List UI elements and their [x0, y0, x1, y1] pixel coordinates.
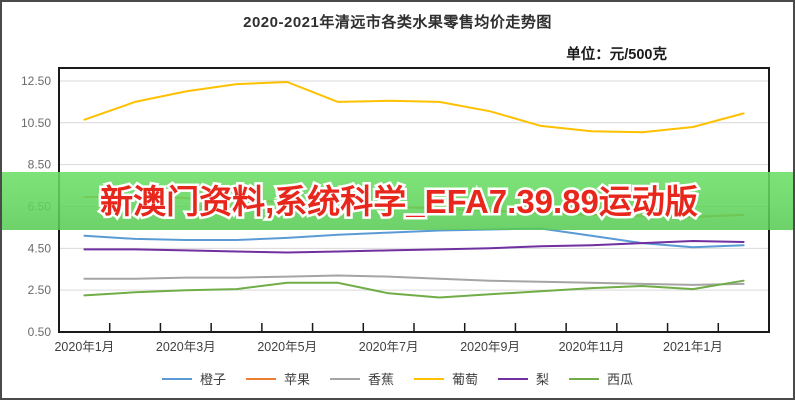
- x-axis-label: 2020年5月: [257, 340, 317, 354]
- overlay-banner-text: 新澳门资料,系统科学_EFA7.39.89运动版: [100, 183, 698, 220]
- legend-item-4: 梨: [498, 369, 549, 388]
- legend-line-swatch: [414, 377, 444, 380]
- series-line-4: [83, 240, 745, 254]
- series-line-0: [83, 227, 745, 249]
- y-axis-label: 8.50: [28, 158, 52, 172]
- legend-item-1: 苹果: [245, 369, 310, 388]
- legend-label: 香蕉: [367, 372, 394, 387]
- y-axis-label: 12.50: [21, 74, 51, 88]
- chart-legend: 橙子 苹果 香蕉 葡萄 梨 西瓜: [2, 369, 793, 388]
- legend-line-swatch: [245, 377, 276, 380]
- legend-item-5: 西瓜: [569, 369, 633, 388]
- legend-label: 西瓜: [607, 372, 634, 387]
- y-axis-label: 2.50: [28, 283, 52, 297]
- legend-item-0: 橙子: [161, 369, 226, 388]
- y-axis-label: 4.50: [28, 241, 52, 255]
- legend-label: 梨: [536, 372, 550, 387]
- x-axis-label: 2021年1月: [663, 340, 723, 354]
- overlay-banner: 新澳门资料,系统科学_EFA7.39.89运动版: [2, 172, 793, 230]
- x-axis-label: 2020年1月: [54, 340, 114, 354]
- legend-line-swatch: [569, 377, 600, 380]
- overlay-banner-text-canvas: 新澳门资料,系统科学_EFA7.39.89运动版: [98, 181, 701, 223]
- series-line-3: [83, 81, 745, 134]
- unit-label: 单位：元/500克: [566, 47, 667, 63]
- legend-item-2: 香蕉: [329, 369, 394, 388]
- x-axis-label: 2020年7月: [359, 340, 419, 354]
- page-title: 2020-2021年清远市各类水果零售均价走势图: [243, 14, 552, 31]
- legend-label: 葡萄: [452, 372, 479, 387]
- series-line-5: [83, 279, 745, 299]
- series-line-2: [83, 274, 745, 286]
- legend-item-3: 葡萄: [414, 369, 478, 388]
- y-axis-label: 10.50: [21, 116, 51, 130]
- x-axis-label: 2020年9月: [460, 340, 520, 354]
- legend-line-swatch: [329, 377, 360, 380]
- x-axis-label: 2020年11月: [559, 340, 625, 354]
- legend-label: 橙子: [199, 372, 226, 387]
- legend-label: 苹果: [283, 372, 310, 387]
- x-axis-label: 2020年3月: [156, 340, 216, 354]
- legend-line-swatch: [498, 377, 529, 380]
- y-axis-label: 0.50: [28, 325, 52, 339]
- legend-line-swatch: [161, 377, 192, 380]
